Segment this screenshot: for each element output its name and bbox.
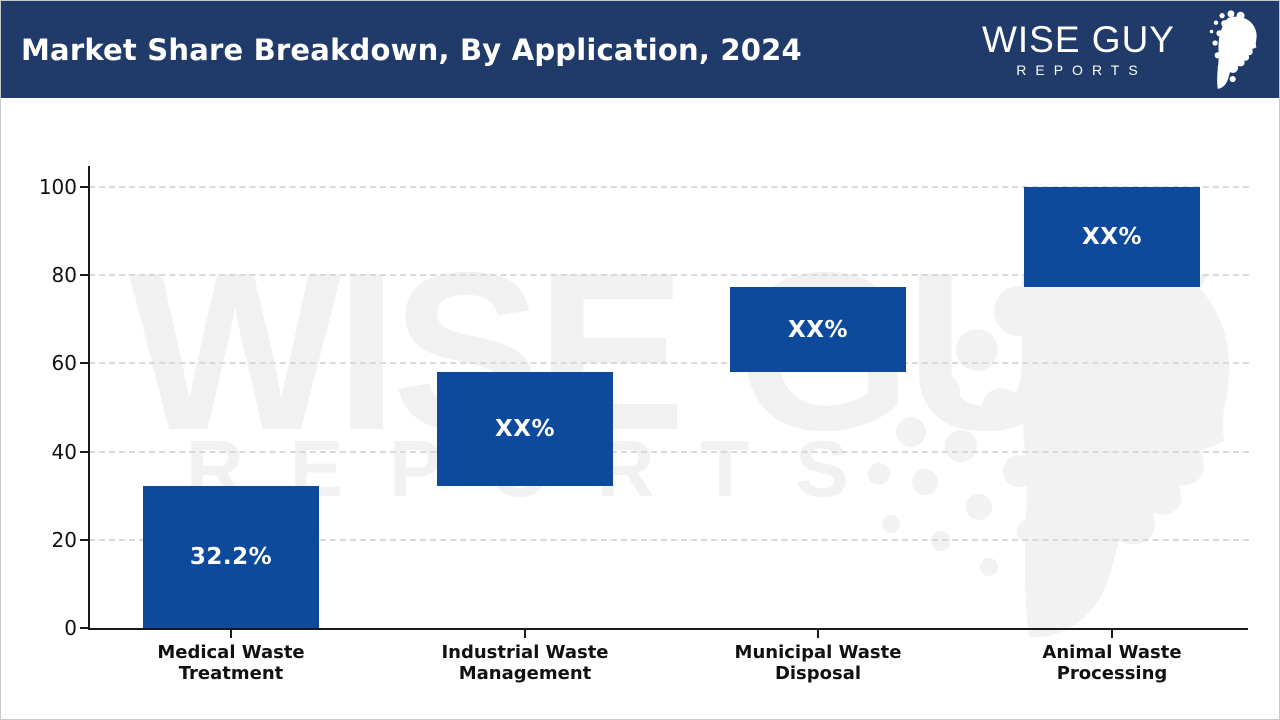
x-tick-mark [1111, 630, 1113, 638]
x-category-label: Medical Waste Treatment [157, 642, 305, 685]
bar-value-label: XX% [787, 316, 848, 343]
x-category-label: Animal Waste Processing [1042, 642, 1182, 685]
y-tick-mark [80, 450, 89, 453]
wise-guy-reports-logo: WISE GUY REPORTS [982, 7, 1267, 92]
gridline [89, 450, 1249, 453]
bar: XX% [437, 372, 613, 486]
gridline [89, 186, 1249, 188]
y-tick-label: 60 [51, 351, 77, 376]
y-tick-mark [80, 362, 89, 365]
bar: XX% [730, 287, 906, 373]
bar: XX% [1024, 187, 1200, 288]
gridline [89, 362, 1249, 365]
x-tick-mark [524, 630, 526, 638]
bar-value-label: XX% [1081, 224, 1142, 251]
y-axis-spine [88, 166, 90, 630]
logo-text: WISE GUY REPORTS [981, 19, 1175, 78]
watermark-face-profile-dots [868, 254, 1230, 637]
bar: 32.2% [143, 485, 319, 628]
x-category-label: Municipal Waste Disposal [734, 642, 902, 685]
y-tick-mark [80, 538, 89, 541]
logo-subtitle: REPORTS [1016, 61, 1147, 78]
logo-wordmark: WISE GUY [981, 19, 1175, 60]
gridline [89, 538, 1249, 541]
x-axis-spine [88, 628, 1248, 630]
bar-value-label: XX% [494, 416, 555, 443]
y-tick-label: 40 [51, 439, 77, 464]
header-band: Market Share Breakdown, By Application, … [1, 1, 1279, 98]
y-tick-label: 80 [51, 263, 77, 288]
y-tick-mark [80, 186, 89, 188]
y-tick-mark [80, 627, 89, 629]
y-tick-label: 20 [51, 527, 77, 552]
gridline [89, 274, 1249, 277]
y-tick-label: 100 [38, 175, 77, 199]
plot-area: 0 20 40 60 80 100 32.2% Medical Waste Treatment… [1, 98, 1279, 719]
chart-title: Market Share Breakdown, By Application, … [21, 32, 802, 67]
y-tick-label: 0 [64, 616, 77, 640]
x-tick-mark [817, 630, 819, 638]
y-tick-mark [80, 274, 89, 277]
x-tick-mark [230, 630, 232, 638]
bar-value-label: 32.2% [189, 543, 273, 570]
x-category-label: Industrial Waste Management [441, 642, 609, 685]
face-profile-dots-icon [1209, 10, 1257, 89]
